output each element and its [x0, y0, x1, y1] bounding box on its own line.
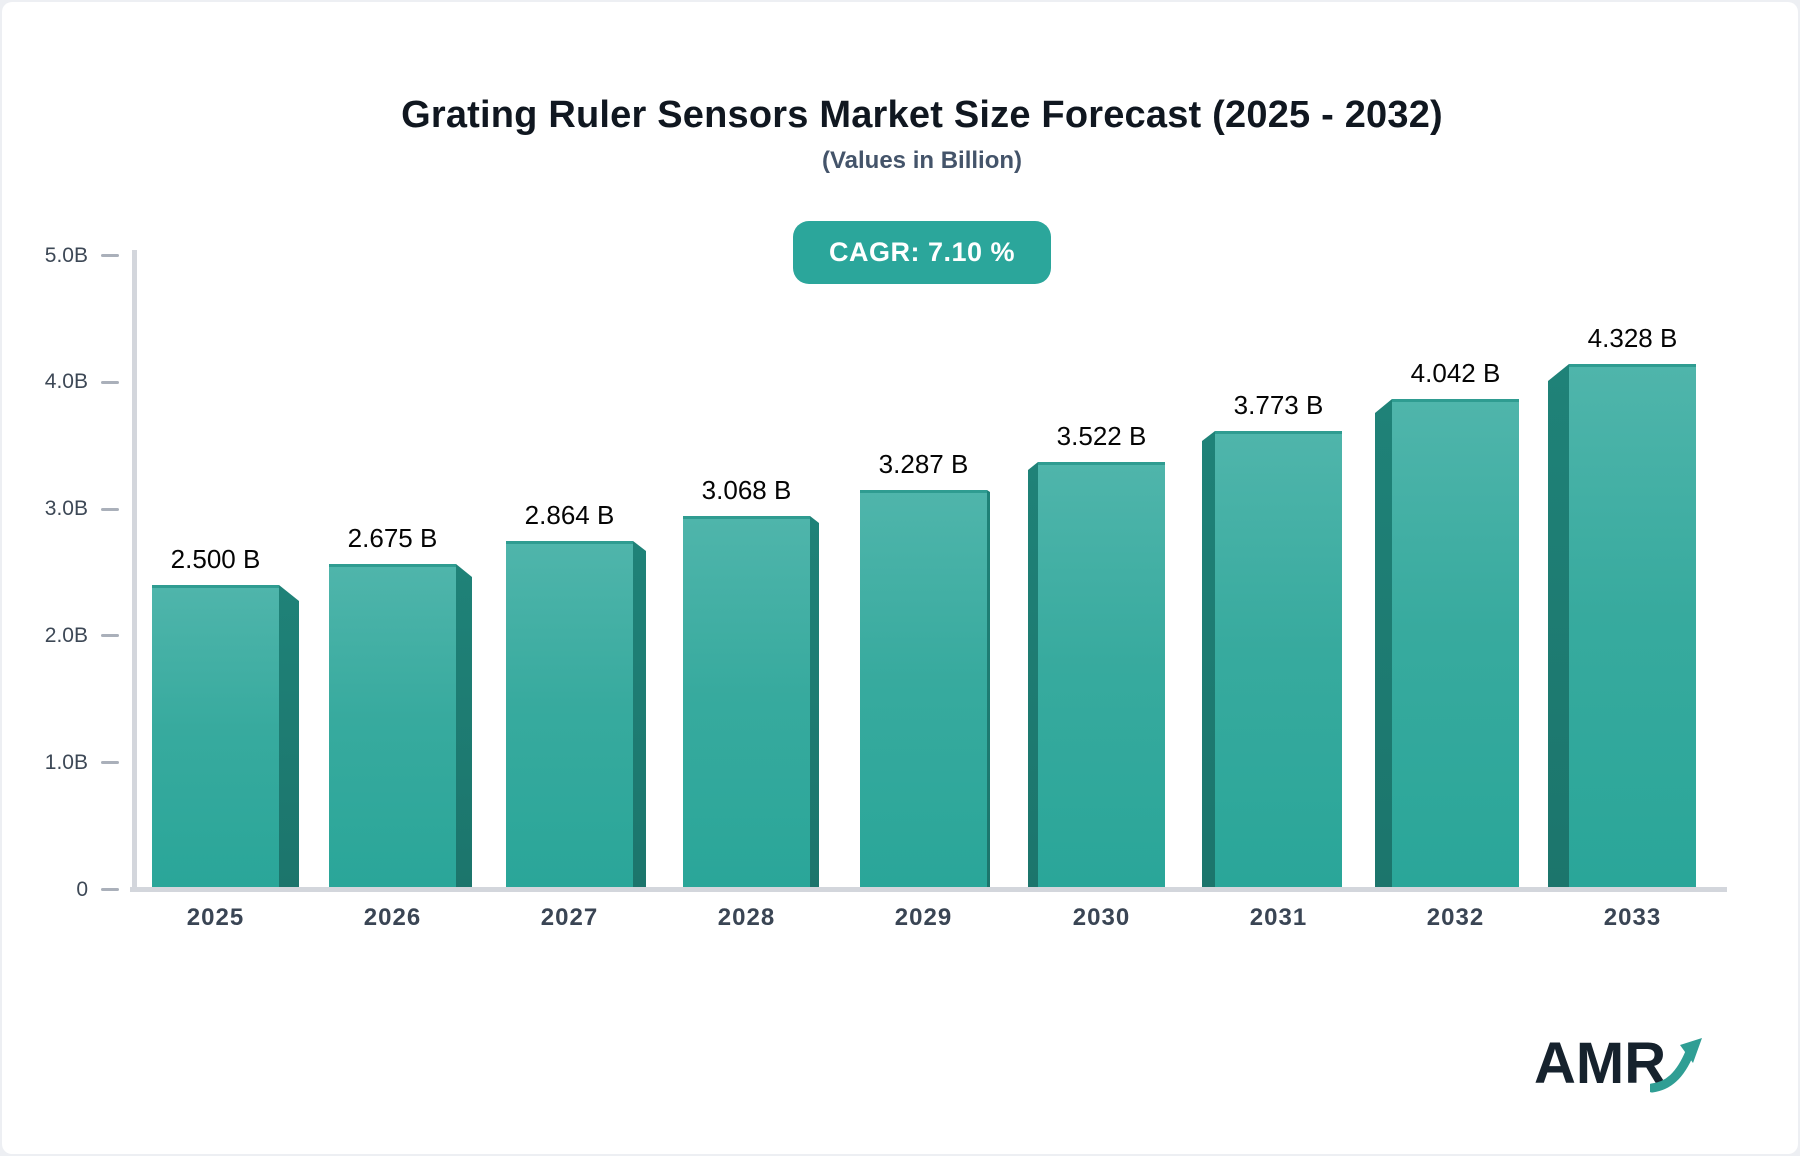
bar-value-label: 3.287 B — [878, 449, 969, 479]
y-axis-tick-mark — [101, 254, 119, 257]
bar-front-face — [1569, 364, 1696, 887]
bar-value-label: 3.068 B — [701, 475, 792, 505]
bar-front-face — [683, 516, 810, 887]
bar-side-face — [1202, 431, 1215, 887]
growth-arrow-icon — [1650, 1038, 1702, 1093]
y-axis-tick-mark — [101, 507, 119, 511]
x-axis-label: 2030 — [1072, 904, 1131, 931]
page-title: Grating Ruler Sensors Market Size Foreca… — [401, 94, 1443, 136]
bar-value-label: 3.773 B — [1233, 390, 1324, 420]
bar-front-face — [1038, 462, 1165, 887]
bar-front-face — [860, 490, 987, 887]
bar-value-label: 4.328 B — [1587, 323, 1678, 353]
bar-front-face — [152, 585, 279, 887]
x-axis-label: 2025 — [186, 904, 245, 931]
bar-value-label: 4.042 B — [1410, 358, 1501, 388]
bar-value-label: 3.522 B — [1056, 421, 1147, 451]
x-axis-baseline — [130, 887, 1727, 892]
bar-side-face — [987, 490, 990, 887]
chart-subtitle: (Values in Billion) — [821, 147, 1023, 174]
bar-front-face — [1215, 431, 1342, 887]
amr-logo: AMR — [1534, 1030, 1734, 1110]
chart-header: Grating Ruler Sensors Market Size Foreca… — [2, 2, 1798, 284]
logo-text: AMR — [1534, 1031, 1667, 1096]
y-axis-tick-mark — [101, 888, 119, 891]
x-axis-label: 2033 — [1603, 904, 1662, 931]
bar-side-face — [633, 541, 646, 887]
y-axis-tick-label: 4.0B — [44, 370, 88, 394]
y-axis-tick-mark — [101, 634, 119, 638]
y-axis-tick-mark — [101, 380, 119, 384]
bar-side-face — [1548, 364, 1569, 887]
bar-side-face — [810, 516, 819, 887]
y-axis-tick-label: 0 — [76, 877, 88, 901]
bar-value-label: 2.675 B — [347, 523, 438, 553]
x-axis-label: 2027 — [540, 904, 599, 931]
y-axis-line — [132, 250, 137, 892]
x-axis-label: 2026 — [363, 904, 422, 931]
bar-front-face — [1392, 399, 1519, 887]
bar-front-face — [506, 541, 633, 887]
bar-side-face — [1028, 462, 1038, 887]
y-axis-tick-label: 1.0B — [44, 750, 88, 774]
cagr-badge: CAGR: 7.10 % — [792, 221, 1052, 284]
bar-side-face — [279, 585, 299, 887]
bar-side-face — [1375, 399, 1392, 887]
bar-side-face — [456, 564, 472, 887]
bar-front-face — [329, 564, 456, 887]
y-axis-tick-label: 5.0B — [44, 243, 88, 267]
x-axis-label: 2032 — [1426, 904, 1485, 931]
bar-value-label: 2.500 B — [170, 544, 261, 574]
x-axis-label: 2029 — [894, 904, 953, 931]
y-axis-tick-label: 2.0B — [44, 623, 88, 647]
x-axis-label: 2028 — [717, 904, 776, 931]
y-axis-tick-label: 3.0B — [44, 497, 88, 521]
bar-value-label: 2.864 B — [524, 500, 615, 530]
x-axis-label: 2031 — [1249, 904, 1308, 931]
y-axis-tick-mark — [101, 761, 119, 765]
